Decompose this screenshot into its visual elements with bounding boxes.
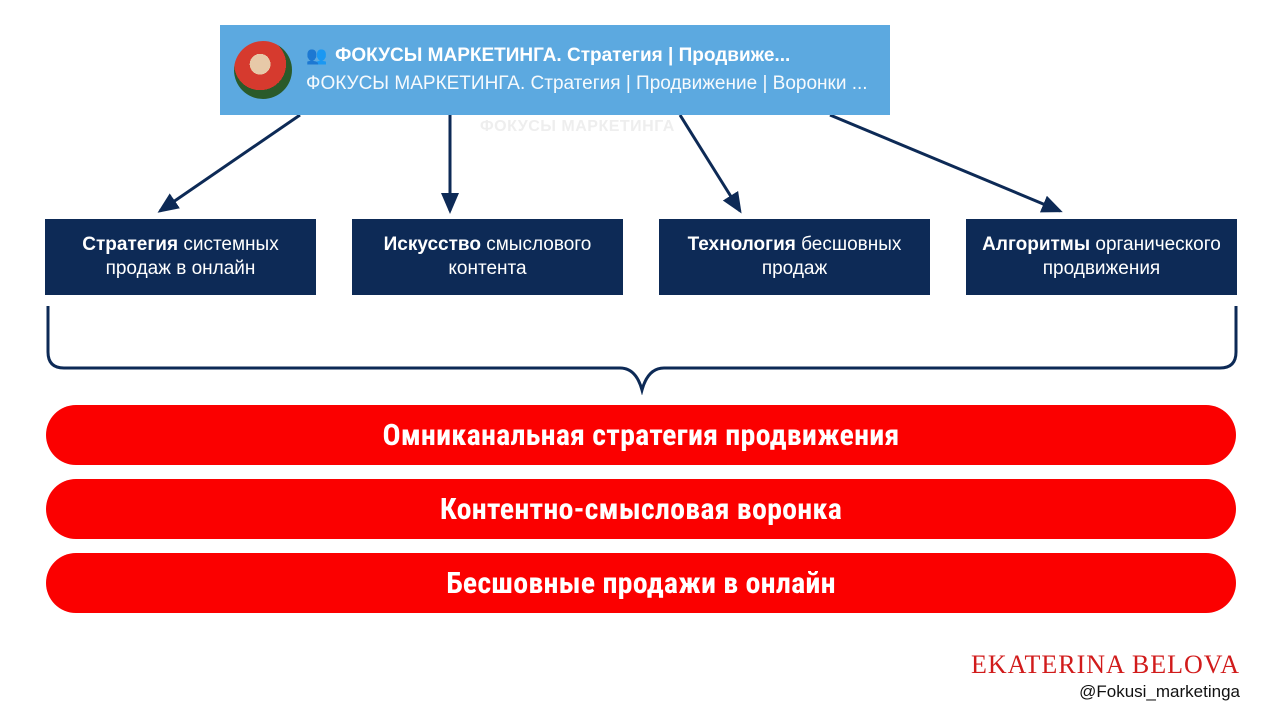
- group-icon: 👥: [306, 43, 327, 69]
- signature-handle: @Fokusi_marketinga: [971, 682, 1240, 702]
- signature: EKATERINA BELOVA @Fokusi_marketinga: [971, 650, 1240, 702]
- bracket-svg: [44, 300, 1240, 395]
- bar-3: Бесшовные продажи в онлайн: [46, 553, 1236, 613]
- bar-1: Омниканальная стратегия продвижения: [46, 405, 1236, 465]
- pillar-1-bold: Стратегия: [82, 234, 178, 255]
- bar-2: Контентно-смысловая воронка: [46, 479, 1236, 539]
- arrow-4: [830, 115, 1060, 211]
- arrow-3: [680, 115, 740, 211]
- result-bars: Омниканальная стратегия продвижения Конт…: [46, 405, 1236, 613]
- header-title-line1: 👥 ФОКУСЫ МАРКЕТИНГА. Стратегия | Продвиж…: [306, 42, 868, 71]
- header-title-line2: ФОКУСЫ МАРКЕТИНГА. Стратегия | Продвижен…: [306, 70, 868, 99]
- watermark-text: ФОКУСЫ МАРКЕТИНГА: [480, 118, 675, 136]
- bracket-path: [48, 306, 1236, 390]
- pillar-2: Искусство смыслового контента: [352, 219, 623, 295]
- header-text: 👥 ФОКУСЫ МАРКЕТИНГА. Стратегия | Продвиж…: [306, 42, 868, 99]
- pillar-3-bold: Технология: [688, 234, 796, 255]
- header-title-text: ФОКУСЫ МАРКЕТИНГА. Стратегия | Продвиже.…: [335, 42, 790, 71]
- pillar-row: Стратегия системных продаж в онлайн Иску…: [45, 219, 1237, 295]
- signature-name: EKATERINA BELOVA: [971, 650, 1240, 680]
- pillar-4-bold: Алгоритмы: [982, 234, 1090, 255]
- avatar: [234, 41, 292, 99]
- arrow-1: [160, 115, 300, 211]
- pillar-2-bold: Искусство: [384, 234, 481, 255]
- pillar-3: Технология бесшовных продаж: [659, 219, 930, 295]
- pillar-1: Стратегия системных продаж в онлайн: [45, 219, 316, 295]
- pillar-4: Алгоритмы органического продвижения: [966, 219, 1237, 295]
- header-card: 👥 ФОКУСЫ МАРКЕТИНГА. Стратегия | Продвиж…: [220, 25, 890, 115]
